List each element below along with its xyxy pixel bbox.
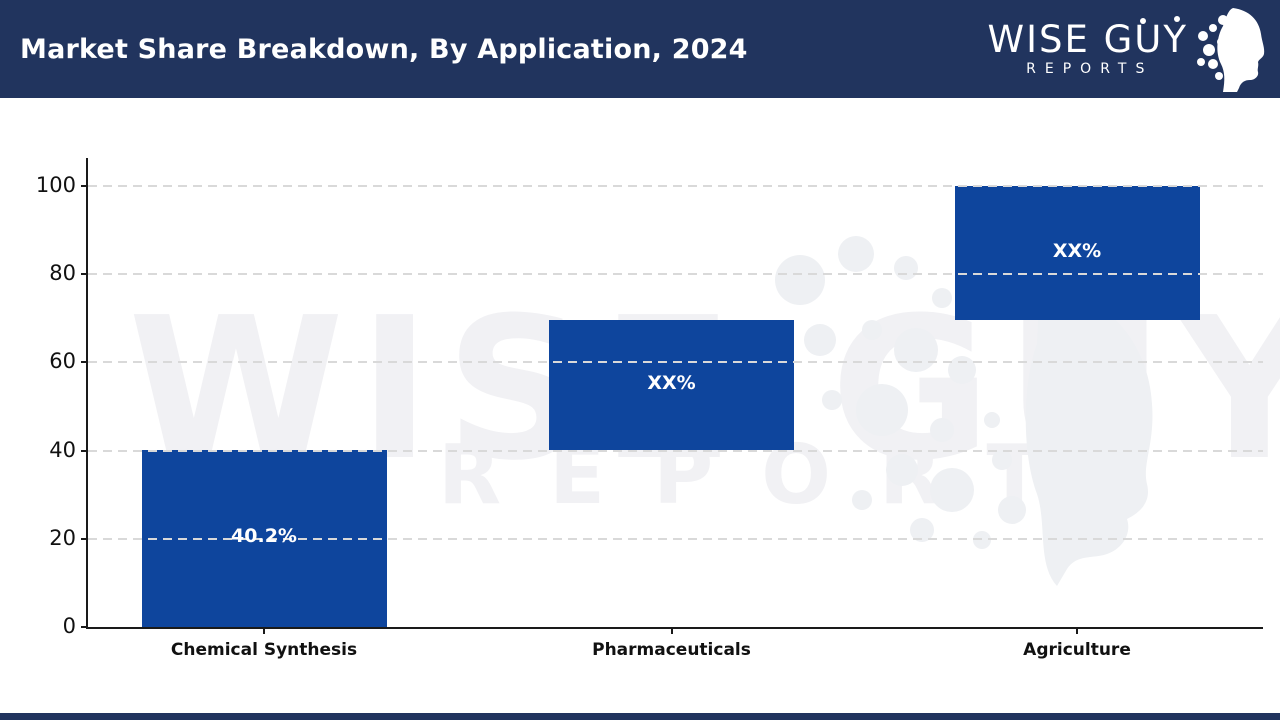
y-tick (81, 361, 88, 364)
y-tick (81, 185, 88, 187)
bar-value-label: XX% (1052, 240, 1102, 263)
y-tick (81, 537, 88, 540)
y-tick (81, 449, 88, 452)
bar-pharmaceuticals (549, 320, 794, 450)
logo: WISE GUY REPORTS (988, 6, 1266, 92)
logo-face-icon (1197, 8, 1265, 92)
footer-bar (0, 713, 1280, 720)
x-category-label: Chemical Synthesis (170, 640, 358, 660)
y-tick-label: 20 (49, 525, 76, 550)
y-axis-line (86, 158, 88, 629)
x-tick (670, 627, 673, 634)
x-axis-line (86, 627, 1263, 629)
logo-text: WISE GUY REPORTS (987, 16, 1188, 77)
y-tick (81, 626, 88, 628)
y-tick-label: 80 (49, 261, 76, 286)
x-category-label: Agriculture (1023, 640, 1131, 660)
page-title: Market Share Breakdown, By Application, … (20, 33, 748, 65)
gridline-20 (88, 537, 1263, 540)
gridline-60 (88, 361, 1263, 364)
y-tick-label: 100 (35, 173, 76, 197)
logo-wordmark: WISE GUY (987, 18, 1188, 61)
bar-value-label: XX% (647, 371, 696, 394)
x-tick (263, 627, 265, 634)
logo-subtext: REPORTS (1026, 61, 1154, 77)
header-bar: Market Share Breakdown, By Application, … (0, 0, 1280, 98)
y-tick (81, 273, 88, 276)
logo-dot-icon (1174, 16, 1180, 22)
chart-area: WISE GUY REPORTS 40.2% Chemical (0, 98, 1280, 713)
plot: 40.2% Chemical Synthesis XX% Pharmaceutical… (0, 98, 1280, 713)
x-category-label: Pharmaceuticals (592, 640, 751, 660)
gridline-80 (88, 273, 1263, 276)
x-tick (1076, 627, 1078, 634)
y-tick-label: 40 (49, 437, 76, 462)
y-tick-label: 60 (49, 349, 76, 374)
bar-value-label: 40.2% (231, 525, 297, 548)
gridline-100 (88, 185, 1263, 187)
y-tick-label: 0 (62, 614, 76, 638)
gridline-40 (88, 449, 1263, 452)
logo-dot-icon (1140, 18, 1146, 24)
